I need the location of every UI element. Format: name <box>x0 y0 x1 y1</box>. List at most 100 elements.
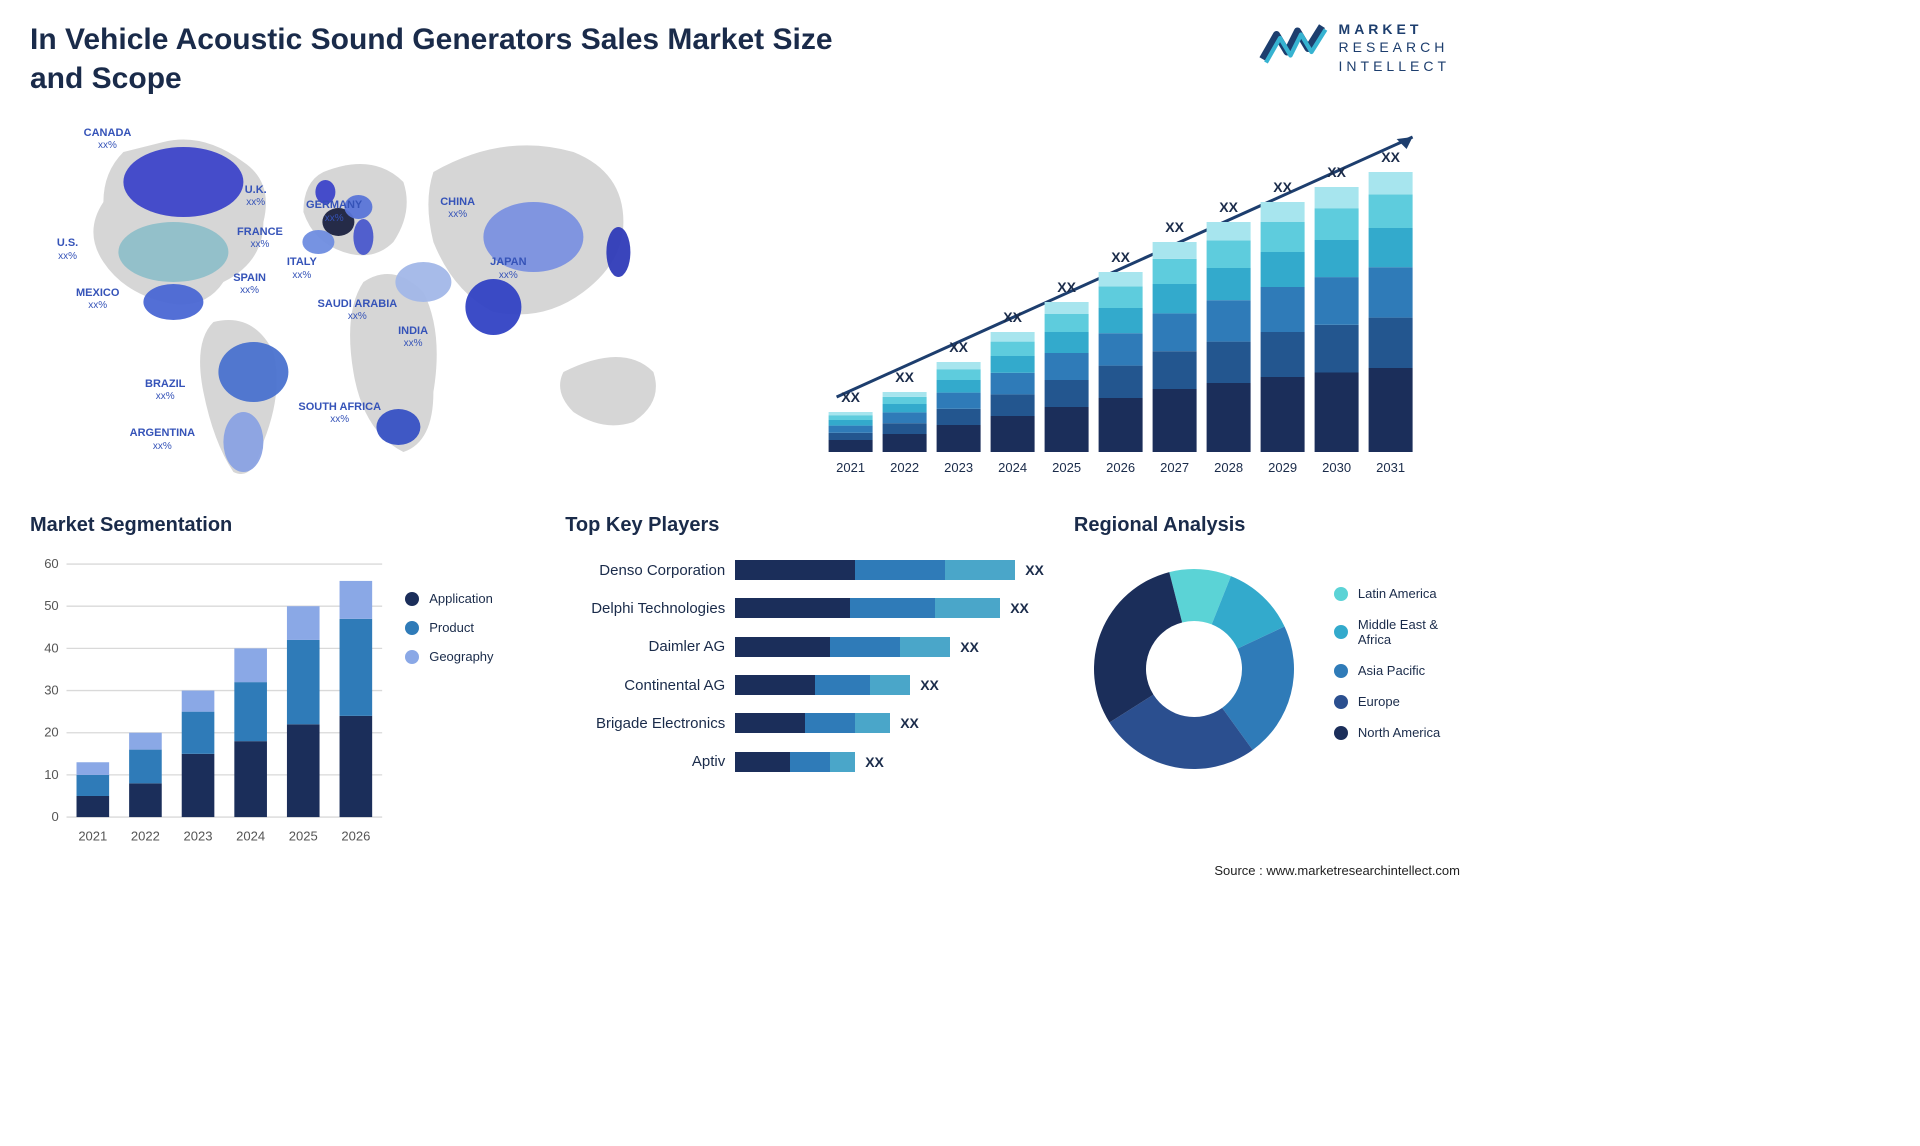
player-bar-segment <box>815 675 870 695</box>
player-bar-segment <box>735 598 850 618</box>
growth-bar-chart: XX2021XX2022XX2023XX2024XX2025XX2026XX20… <box>797 112 1450 492</box>
svg-text:20: 20 <box>44 725 59 740</box>
player-bar <box>735 752 855 772</box>
regional-legend-item: North America <box>1334 725 1450 740</box>
logo-line3: INTELLECT <box>1339 57 1450 75</box>
player-label: Daimler AG <box>565 638 735 655</box>
player-label: Aptiv <box>565 753 735 770</box>
regional-donut-chart <box>1074 549 1314 789</box>
legend-label: Middle East & Africa <box>1358 617 1450 647</box>
segmentation-legend: Application Product Geography <box>395 551 535 851</box>
legend-label: Application <box>429 591 493 606</box>
svg-text:50: 50 <box>44 598 59 613</box>
svg-text:2021: 2021 <box>78 829 107 844</box>
player-bar-segment <box>855 713 890 733</box>
player-bar-segment <box>935 598 1000 618</box>
legend-dot-icon <box>405 621 419 635</box>
legend-dot-icon <box>1334 664 1348 678</box>
player-bar-segment <box>735 713 805 733</box>
svg-text:XX: XX <box>1057 279 1076 295</box>
regional-legend-item: Middle East & Africa <box>1334 617 1450 647</box>
player-bar-segment <box>735 675 815 695</box>
svg-text:2025: 2025 <box>289 829 318 844</box>
player-label: Continental AG <box>565 677 735 694</box>
player-bar-segment <box>855 560 945 580</box>
svg-text:XX: XX <box>1111 249 1130 265</box>
key-players-bars: Denso Corporation XX Delphi Technologies XX… <box>565 551 1044 781</box>
svg-text:2024: 2024 <box>236 829 265 844</box>
svg-text:XX: XX <box>1003 309 1022 325</box>
svg-text:2023: 2023 <box>184 829 213 844</box>
svg-text:60: 60 <box>44 556 59 571</box>
svg-text:XX: XX <box>841 389 860 405</box>
brand-logo: MARKET RESEARCH INTELLECT <box>1259 20 1450 75</box>
svg-text:2023: 2023 <box>944 460 973 475</box>
player-label: Denso Corporation <box>565 562 735 579</box>
svg-text:XX: XX <box>949 339 968 355</box>
logo-mark-icon <box>1259 20 1329 75</box>
player-bar-segment <box>900 637 950 657</box>
player-bar-segment <box>830 752 855 772</box>
svg-text:XX: XX <box>1381 149 1400 165</box>
legend-dot-icon <box>1334 587 1348 601</box>
key-players-title: Top Key Players <box>565 514 1044 537</box>
svg-text:2025: 2025 <box>1052 460 1081 475</box>
player-bar-segment <box>850 598 935 618</box>
logo-text: MARKET RESEARCH INTELLECT <box>1339 20 1450 75</box>
regional-legend-item: Europe <box>1334 694 1450 709</box>
legend-dot-icon <box>405 592 419 606</box>
segmentation-legend-item: Geography <box>405 649 535 664</box>
svg-text:30: 30 <box>44 682 59 697</box>
segmentation-legend-item: Application <box>405 591 535 606</box>
key-players-panel: Top Key Players Denso CorporationXXDelph… <box>565 514 1044 814</box>
svg-text:2030: 2030 <box>1322 460 1351 475</box>
player-value: XX <box>865 754 884 770</box>
player-bar-segment <box>830 637 900 657</box>
legend-label: Product <box>429 620 474 635</box>
svg-text:XX: XX <box>1327 164 1346 180</box>
svg-text:2021: 2021 <box>836 460 865 475</box>
svg-text:2022: 2022 <box>890 460 919 475</box>
logo-line1: MARKET <box>1339 20 1450 38</box>
legend-dot-icon <box>405 650 419 664</box>
player-value: XX <box>1025 562 1044 578</box>
player-bar <box>735 560 1015 580</box>
player-bar-segment <box>790 752 830 772</box>
player-value: XX <box>960 639 979 655</box>
player-bar <box>735 675 910 695</box>
regional-legend-item: Asia Pacific <box>1334 663 1450 678</box>
legend-dot-icon <box>1334 726 1348 740</box>
player-bar-segment <box>870 675 910 695</box>
player-row: Delphi Technologies XX <box>565 592 1044 624</box>
svg-text:2027: 2027 <box>1160 460 1189 475</box>
player-bar-segment <box>805 713 855 733</box>
player-row: Denso Corporation XX <box>565 554 1044 586</box>
legend-label: Latin America <box>1358 586 1437 601</box>
svg-text:2029: 2029 <box>1268 460 1297 475</box>
svg-text:2031: 2031 <box>1376 460 1405 475</box>
legend-label: Asia Pacific <box>1358 663 1425 678</box>
player-value: XX <box>900 715 919 731</box>
world-map <box>30 112 797 492</box>
player-bar-segment <box>735 752 790 772</box>
player-label: Brigade Electronics <box>565 715 735 732</box>
player-value: XX <box>1010 600 1029 616</box>
regional-panel: Regional Analysis Latin AmericaMiddle Ea… <box>1074 514 1450 814</box>
legend-label: North America <box>1358 725 1440 740</box>
svg-text:2026: 2026 <box>341 829 370 844</box>
legend-label: Geography <box>429 649 493 664</box>
growth-chart-panel: XX2021XX2022XX2023XX2024XX2025XX2026XX20… <box>797 112 1450 492</box>
svg-text:2028: 2028 <box>1214 460 1243 475</box>
logo-line2: RESEARCH <box>1339 38 1450 56</box>
svg-text:XX: XX <box>1273 179 1292 195</box>
world-map-panel: CANADAxx%U.S.xx%MEXICOxx%BRAZILxx%ARGENT… <box>30 112 797 492</box>
segmentation-legend-item: Product <box>405 620 535 635</box>
segmentation-panel: Market Segmentation 01020304050602021202… <box>30 514 535 814</box>
player-row: Aptiv XX <box>565 746 1044 778</box>
legend-dot-icon <box>1334 625 1348 639</box>
source-line: Source : www.marketresearchintellect.com <box>1214 863 1460 878</box>
player-row: Brigade Electronics XX <box>565 707 1044 739</box>
player-label: Delphi Technologies <box>565 600 735 617</box>
svg-text:2026: 2026 <box>1106 460 1135 475</box>
regional-legend-item: Latin America <box>1334 586 1450 601</box>
